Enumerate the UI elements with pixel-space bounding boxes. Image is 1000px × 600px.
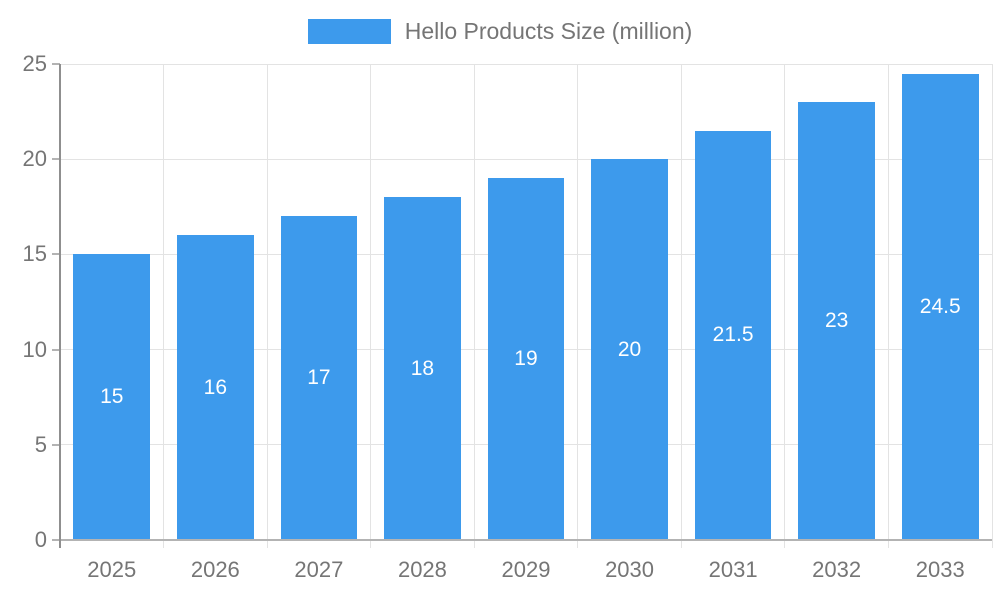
bar [280,216,358,540]
x-axis-tick-label: 2028 [397,557,447,582]
grid-line-horizontal [60,63,992,65]
bar-value-label: 24.5 [919,294,961,318]
x-axis-tick-label: 2033 [915,557,965,582]
grid-line-vertical [991,64,993,548]
grid-line-horizontal [60,158,992,160]
y-axis-tick [52,253,60,256]
bar-value-label: 23 [824,309,849,333]
y-axis-tick-label: 5 [34,431,47,457]
x-axis-line [52,539,992,541]
grid-line-vertical [163,64,165,548]
bar-value-label: 17 [307,366,331,390]
y-axis-line [59,64,61,548]
x-axis-tick-label: 2025 [87,557,137,582]
y-axis-tick [52,158,60,161]
bar [487,178,565,540]
bar-value-label: 16 [203,375,227,399]
bar-value-label: 20 [617,337,642,361]
y-axis-tick [52,348,60,351]
grid-line-vertical [887,64,889,548]
y-axis-tick-label: 10 [22,336,47,362]
bar-value-label: 15 [100,385,124,409]
bar [591,159,668,540]
bar-value-label: 19 [514,347,538,371]
y-axis-tick [52,63,60,65]
bar [694,130,772,540]
x-axis-tick-label: 2029 [501,557,551,582]
legend-label: Hello Products Size (million) [404,17,693,44]
y-axis-tick-label: 0 [34,527,47,552]
x-axis-tick-label: 2032 [812,557,862,582]
y-axis-tick-label: 20 [22,146,47,172]
grid-line-vertical [473,64,475,548]
bar-value-label: 18 [410,356,435,380]
grid-line-vertical [266,64,268,548]
bar [73,254,151,540]
y-axis-tick [52,443,60,446]
x-axis-tick-label: 2027 [294,557,344,582]
bar [384,197,461,540]
bar [901,73,979,540]
bar [798,102,875,540]
grid-line-vertical [577,64,579,548]
legend-swatch [307,18,391,44]
grid-line-vertical [680,64,682,548]
x-axis-tick-label: 2031 [708,557,758,582]
grid-line-vertical [370,64,372,548]
chart-legend[interactable]: Hello Products Size (million) [0,17,1000,45]
x-axis-tick-label: 2026 [190,557,240,582]
bar [177,235,254,540]
bar-value-label: 21.5 [712,323,754,347]
y-axis-tick-label: 15 [22,241,47,267]
y-axis-tick-label: 25 [22,51,47,76]
grid-line-vertical [784,64,786,548]
x-axis-tick-label: 2030 [605,557,655,582]
